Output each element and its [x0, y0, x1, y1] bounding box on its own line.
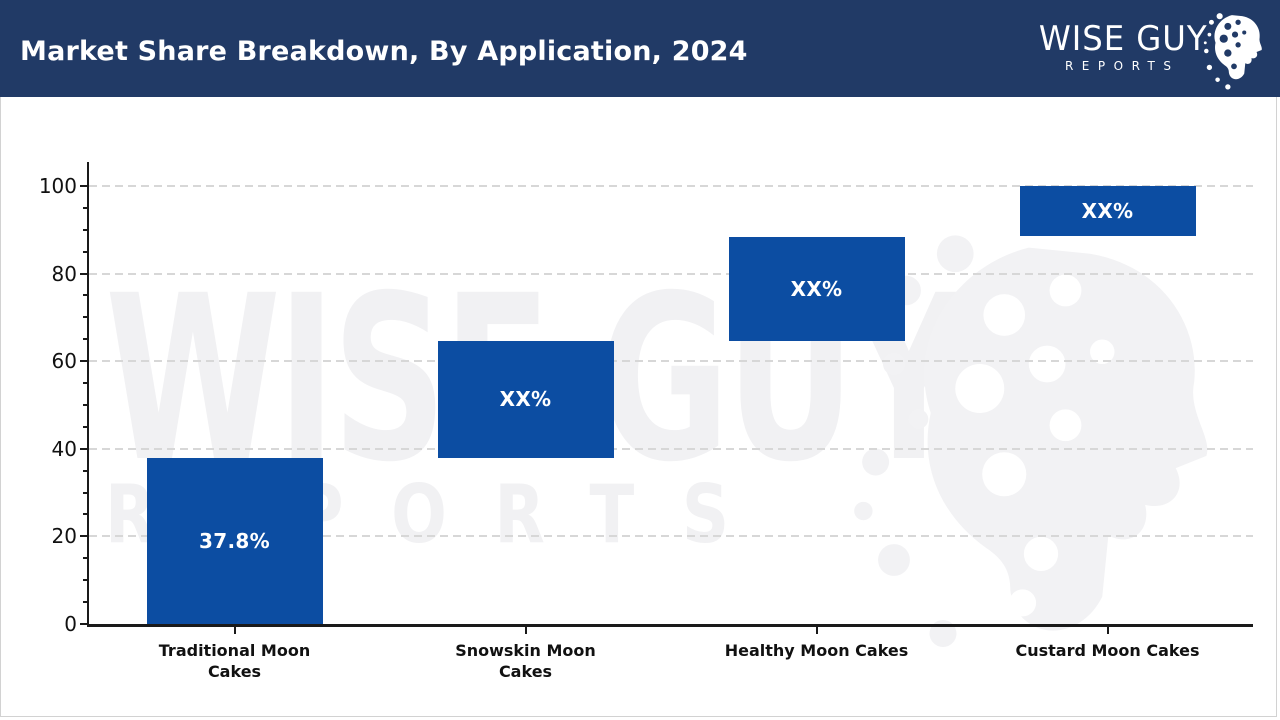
- y-tick-label: 100: [38, 173, 77, 198]
- gridline-60: [89, 360, 1253, 363]
- y-minor-tick: [83, 294, 89, 297]
- y-minor-tick: [83, 469, 89, 472]
- bar-custard-moon-cakes: XX%: [1019, 185, 1196, 237]
- x-tick-label-custard-moon-cakes: Custard Moon Cakes: [1015, 641, 1200, 660]
- y-tick-label: 0: [64, 612, 77, 636]
- y-axis-spine: [87, 162, 89, 626]
- gridline-40: [89, 447, 1253, 450]
- x-tick-traditional-moon-cakes: [233, 627, 236, 634]
- x-tick-label-traditional-moon-cakes: Traditional Moon Cakes: [158, 641, 311, 681]
- y-tick-label: 80: [51, 261, 77, 286]
- y-major-tick: [80, 447, 89, 450]
- bar-snowskin-moon-cakes: XX%: [437, 341, 614, 458]
- y-minor-tick: [83, 228, 89, 231]
- plot-area: 37.8% XX% XX% XX%: [89, 164, 1253, 624]
- bar-traditional-moon-cakes: 37.8%: [146, 458, 323, 624]
- gridline-80: [89, 272, 1253, 275]
- bar-healthy-moon-cakes: XX%: [728, 237, 905, 341]
- bar-label-traditional-moon-cakes: 37.8%: [199, 529, 270, 554]
- y-minor-tick: [83, 403, 89, 406]
- gridline-20: [89, 535, 1253, 538]
- x-tick-custard-moon-cakes: [1106, 627, 1109, 634]
- y-minor-tick: [83, 513, 89, 516]
- gridline-100: [89, 184, 1253, 187]
- watermark-head-icon: [854, 235, 1208, 647]
- y-minor-tick: [83, 579, 89, 582]
- head-profile-icon: [1203, 13, 1262, 90]
- y-minor-tick: [83, 206, 89, 209]
- chart-panel: WISE GUY REPORTS 37.8% XX% XX% XX% 0 20 40 60 8…: [0, 97, 1277, 717]
- y-major-tick: [80, 535, 89, 538]
- logo-subtitle: REPORTS: [1064, 59, 1180, 73]
- y-major-tick: [80, 272, 89, 275]
- x-tick-snowskin-moon-cakes: [524, 627, 527, 634]
- y-tick-label: 40: [51, 436, 77, 461]
- x-axis-spine: [87, 624, 1253, 627]
- y-minor-tick: [83, 557, 89, 560]
- page-title: Market Share Breakdown, By Application, …: [20, 36, 748, 67]
- wiseguy-logo: WISE GUY REPORTS: [1016, 6, 1266, 92]
- header-bar: Market Share Breakdown, By Application, …: [0, 0, 1280, 97]
- x-tick-label-healthy-moon-cakes: Healthy Moon Cakes: [724, 641, 909, 660]
- bar-label-custard-moon-cakes: XX%: [1081, 199, 1134, 224]
- y-major-tick: [80, 360, 89, 363]
- y-minor-tick: [83, 491, 89, 494]
- y-minor-tick: [83, 382, 89, 385]
- bar-label-healthy-moon-cakes: XX%: [790, 277, 843, 302]
- wiseguy-logo-text: WISE GUY REPORTS: [1030, 22, 1208, 73]
- logo-wordmark: WISE GUY: [1039, 19, 1208, 59]
- bar-label-snowskin-moon-cakes: XX%: [499, 387, 552, 412]
- y-minor-tick: [83, 316, 89, 319]
- x-tick-healthy-moon-cakes: [815, 627, 818, 634]
- y-minor-tick: [83, 250, 89, 253]
- y-minor-tick: [83, 425, 89, 428]
- y-tick-label: 60: [51, 349, 77, 374]
- y-major-tick: [80, 184, 89, 187]
- y-tick-label: 20: [51, 524, 77, 549]
- y-minor-tick: [83, 601, 89, 604]
- y-minor-tick: [83, 338, 89, 341]
- y-major-tick: [80, 623, 89, 625]
- x-tick-label-snowskin-moon-cakes: Snowskin Moon Cakes: [455, 641, 596, 681]
